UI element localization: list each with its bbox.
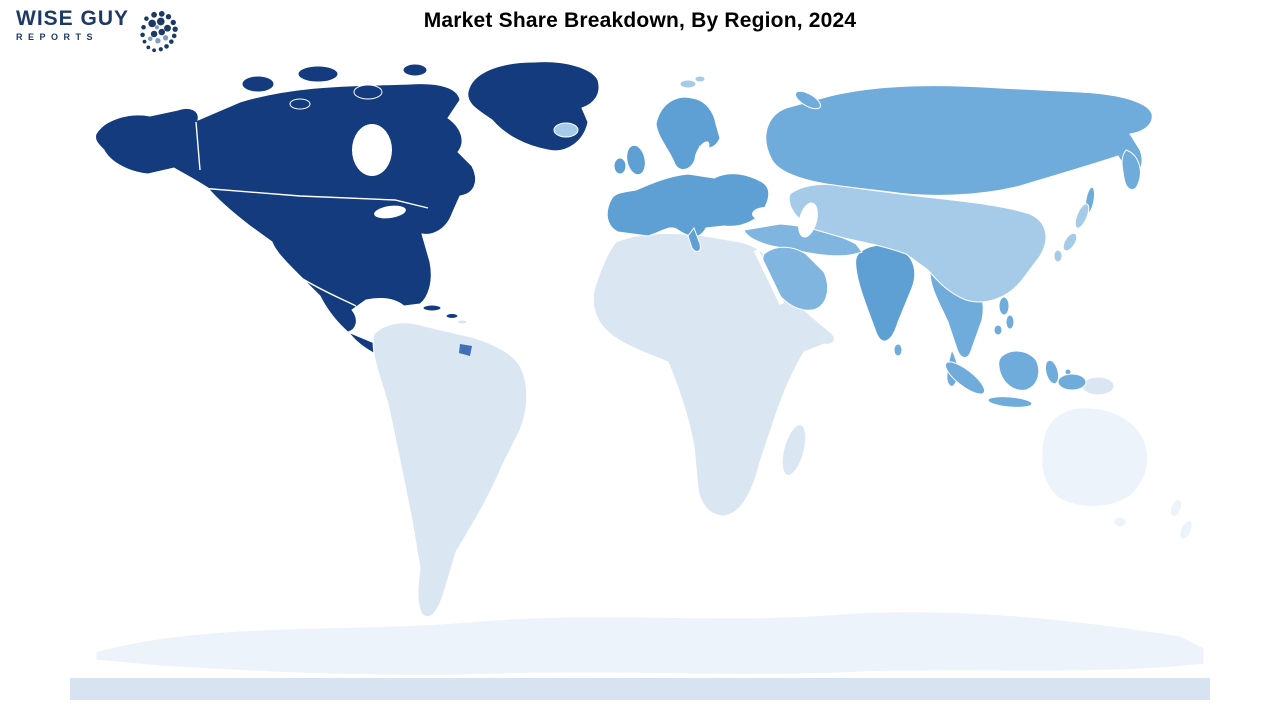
logo-text: WISE GUY REPORTS <box>16 7 130 43</box>
region-cuba <box>422 304 442 312</box>
alaska-border <box>195 121 201 171</box>
region-faint-group <box>95 407 1205 676</box>
region-russia <box>765 85 1153 196</box>
logo-dotted-head-icon <box>140 10 178 53</box>
great-lakes <box>374 205 406 219</box>
region-iceland <box>553 122 579 138</box>
black-sea <box>752 207 780 221</box>
region-new-zealand-north <box>1169 498 1183 518</box>
region-pale-group <box>372 233 1115 618</box>
page-title: Market Share Breakdown, By Region, 2024 <box>423 9 857 32</box>
region-arctic-island <box>353 84 383 100</box>
logo-head-dots <box>140 10 178 53</box>
region-philippines-mindanao <box>993 324 1003 336</box>
us-canada-border <box>199 187 429 209</box>
region-europe-mainland <box>606 173 770 237</box>
region-italy <box>687 226 701 252</box>
region-japan-kyushu <box>1053 249 1063 263</box>
region-java <box>987 396 1033 408</box>
region-novaya-zemlya <box>795 90 821 110</box>
region-greenland <box>467 61 600 152</box>
caspian-sea <box>798 202 818 238</box>
logo-head-dots-light <box>147 25 169 44</box>
inland-seas <box>694 141 818 238</box>
region-svalbard <box>679 79 697 89</box>
region-china-central-asia <box>788 183 1047 303</box>
region-arctic-island <box>297 65 339 83</box>
region-south-america <box>372 322 528 618</box>
region-philippines-luzon <box>998 296 1010 316</box>
region-borneo <box>998 350 1040 391</box>
north-america-lakes <box>352 124 406 219</box>
region-new-guinea-east <box>1081 376 1115 396</box>
region-hispaniola <box>456 319 468 325</box>
region-sulawesi <box>1044 359 1060 385</box>
region-north-america <box>95 83 476 359</box>
region-sri-lanka <box>893 343 903 357</box>
north-america-borders <box>195 121 429 307</box>
region-caribbean-island <box>445 313 459 319</box>
us-mexico-border <box>297 275 357 307</box>
baltic-sea <box>694 141 710 163</box>
region-sumatra <box>944 361 986 395</box>
region-japan-south <box>1062 232 1078 252</box>
region-india <box>855 244 916 342</box>
hudson-bay <box>352 124 392 176</box>
region-arctic-island <box>402 63 428 77</box>
region-japan-honshu <box>1074 203 1090 229</box>
wise-guy-reports-logo: WISE GUY REPORTS <box>16 7 179 58</box>
region-antarctica <box>95 611 1205 676</box>
region-kamchatka <box>1121 149 1141 191</box>
region-australia <box>1041 407 1148 507</box>
region-new-zealand-south <box>1179 520 1193 540</box>
region-philippines-visayas <box>1005 314 1015 330</box>
region-arctic-island <box>289 98 311 110</box>
logo-subtitle: REPORTS <box>16 32 99 43</box>
region-north-america-group <box>95 61 600 359</box>
red-sea <box>753 248 785 306</box>
region-asia-light-group <box>553 75 1090 303</box>
region-arctic-island <box>241 75 275 93</box>
region-new-guinea-west <box>1057 373 1087 391</box>
region-scandinavia <box>655 96 721 170</box>
region-madagascar <box>781 424 807 476</box>
region-united-kingdom <box>626 144 646 176</box>
region-ireland <box>613 157 627 175</box>
region-antarctica-band <box>70 678 1210 700</box>
region-french-guiana <box>459 344 472 356</box>
logo-wordmark: WISE GUY <box>16 7 130 30</box>
region-europe-group <box>606 96 916 342</box>
region-tasmania <box>1113 516 1127 528</box>
region-svalbard-2 <box>694 75 706 83</box>
